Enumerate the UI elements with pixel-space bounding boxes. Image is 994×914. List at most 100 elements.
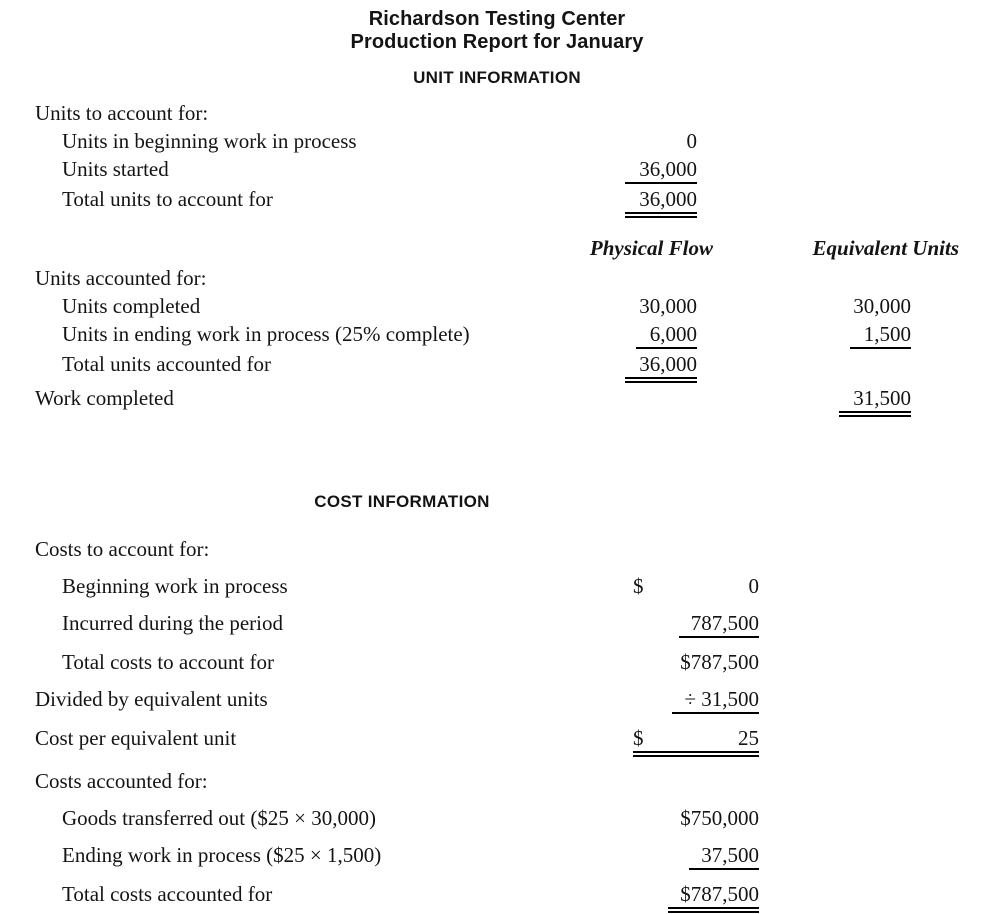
physical-flow-header: Physical Flow [589,236,713,260]
amount-number: $787,500 [680,882,759,906]
equivalent-units-cell: 1,500 [759,321,959,349]
equivalent-units-cell [759,186,959,218]
physical-flow-value: 6,000 [635,321,697,349]
physical-flow-cell: 36,000 [599,156,759,184]
table-row: Cost per equivalent unit $25 [35,725,959,757]
physical-flow-value: 30,000 [639,294,697,318]
row-label: Beginning work in process [62,574,288,598]
amount-number: 37,500 [701,843,759,867]
row-label: Units to account for: [35,101,209,125]
amount-cell: 37,500 [599,842,759,870]
amount-number: 787,500 [690,611,759,635]
column-header-row: Physical Flow Equivalent Units [35,236,959,261]
table-row: Total costs accounted for $787,500 [35,881,959,913]
row-label: Units started [62,157,169,181]
amount-value: 37,500 [689,842,759,870]
table-row: Ending work in process ($25 × 1,500) 37,… [35,842,959,870]
table-row: Work completed 31,500 [35,385,959,417]
table-row: Total costs to account for $787,500 [35,649,959,675]
amount-number: $750,000 [680,806,759,830]
amount-number: 25 [738,726,759,750]
physical-flow-value: 36,000 [625,156,697,184]
report-subtitle: Production Report for January [350,31,644,53]
amount-cell: $787,500 [599,649,759,675]
row-label: Cost per equivalent unit [35,726,237,750]
table-row: Units in beginning work in process 0 [35,128,959,154]
equivalent-units-cell [759,100,959,126]
amount-cell [599,768,759,794]
row-label: Incurred during the period [62,611,284,635]
table-row: Beginning work in process $0 [35,573,959,599]
cost-table: Costs to account for: Beginning work in … [35,536,959,913]
amount-value: ÷ 31,500 [672,686,759,714]
units-accounted-for-table: Units accounted for: Units completed 30,… [35,265,959,417]
equivalent-units-header: Equivalent Units [812,236,959,260]
equivalent-units-cell: 30,000 [759,293,959,319]
units-to-account-for-table: Units to account for: Units in beginning… [35,100,959,218]
physical-flow-cell: 36,000 [599,186,759,218]
report-title: Richardson Testing Center [368,8,626,30]
amount-cell: $787,500 [599,881,759,913]
row-label: Total units accounted for [62,352,272,376]
amount-value: $787,500 [668,881,759,913]
cost-information-heading: COST INFORMATION [314,492,490,511]
currency-prefix: $ [633,726,644,750]
table-row: Total units accounted for 36,000 [35,351,959,383]
row-label: Units in beginning work in process [62,129,357,153]
equivalent-units-value: 1,500 [849,321,911,349]
physical-flow-cell: 6,000 [599,321,759,349]
physical-flow-cell [599,265,759,291]
equivalent-units-value: 31,500 [839,385,911,417]
amount-value: $750,000 [668,805,759,831]
equivalent-units-cell [759,156,959,184]
table-row: Units started 36,000 [35,156,959,184]
amount-cell: $750,000 [599,805,759,831]
physical-flow-cell [599,100,759,126]
equivalent-units-cell [759,128,959,154]
table-row: Costs accounted for: [35,768,959,794]
physical-flow-cell: 0 [599,128,759,154]
physical-flow-cell: 30,000 [599,293,759,319]
amount-number: ÷ 31,500 [684,687,759,711]
physical-flow-value: 36,000 [625,186,697,218]
table-row: Units completed 30,000 30,000 [35,293,959,319]
currency-prefix: $ [633,574,644,598]
table-row: Total units to account for 36,000 [35,186,959,218]
row-label: Units in ending work in process (25% com… [62,322,470,346]
table-row: Goods transferred out ($25 × 30,000) $75… [35,805,959,831]
amount-cell: 787,500 [599,610,759,638]
amount-value: $787,500 [668,649,759,675]
amount-number: 0 [748,574,760,598]
equivalent-units-value: 30,000 [853,294,911,318]
amount-value: $0 [633,573,759,599]
amount-number: $787,500 [680,650,759,674]
equivalent-units-cell [759,265,959,291]
physical-flow-value: 0 [686,129,698,153]
row-label: Goods transferred out ($25 × 30,000) [62,806,376,830]
row-label: Divided by equivalent units [35,687,268,711]
row-label: Total costs accounted for [62,882,273,906]
physical-flow-cell [599,385,759,417]
physical-flow-cell: 36,000 [599,351,759,383]
row-label: Total units to account for [62,187,273,211]
row-label: Costs accounted for: [35,769,208,793]
table-row: Units accounted for: [35,265,959,291]
unit-information-heading: UNIT INFORMATION [413,68,581,87]
amount-value: 787,500 [678,610,759,638]
amount-value: $25 [633,725,759,757]
amount-cell: $25 [599,725,759,757]
row-label: Costs to account for: [35,537,210,561]
table-row: Divided by equivalent units ÷ 31,500 [35,686,959,714]
table-row: Units to account for: [35,100,959,126]
amount-cell: ÷ 31,500 [599,686,759,714]
equivalent-units-cell: 31,500 [759,385,959,417]
row-label: Work completed [35,386,174,410]
row-label: Units accounted for: [35,266,207,290]
physical-flow-value: 36,000 [625,351,697,383]
row-label: Total costs to account for [62,650,274,674]
equivalent-units-cell [759,351,959,383]
amount-cell [599,536,759,562]
table-row: Incurred during the period 787,500 [35,610,959,638]
row-label: Units completed [62,294,201,318]
